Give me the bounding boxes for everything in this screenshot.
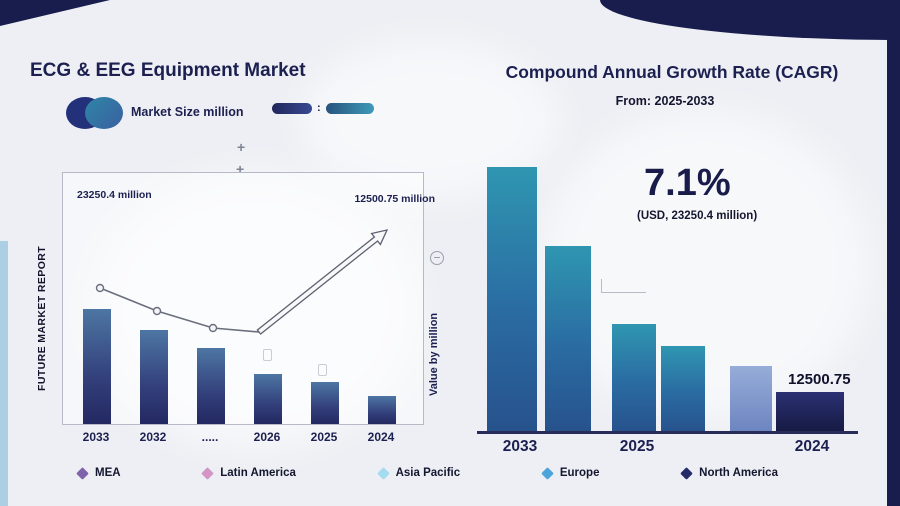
left-chart-x-label: 2025 [310, 430, 338, 444]
legend-pills: : [272, 103, 374, 114]
legend-pill-teal [325, 103, 374, 114]
legend-item-mea: MEA [76, 466, 121, 480]
left-chart-bar-2033 [83, 309, 111, 424]
corner-decoration-top-right [600, 0, 900, 40]
cagr-note: (USD, 23250.4 million) [637, 210, 758, 222]
market-size-icon [66, 97, 124, 129]
left-chart-bars [63, 173, 423, 424]
legend-diamond-icon [680, 466, 694, 480]
minus-circle-icon [430, 251, 444, 265]
cagr-value: 7.1% [644, 162, 731, 204]
value-callout: 12500.75 [788, 371, 851, 388]
left-chart-y-axis-label: FUTURE MARKET REPORT [36, 245, 48, 391]
plus-decoration: + [236, 161, 245, 177]
right-chart-bar-2024 [730, 366, 772, 432]
legend-diamond-icon [540, 466, 554, 480]
right-chart-x-label: 2025 [619, 438, 655, 455]
right-chart-bar-2025 [661, 346, 705, 432]
left-chart-bar-2032 [140, 330, 168, 424]
right-chart-bar-2033 [487, 167, 537, 432]
legend-label: Latin America [220, 467, 296, 479]
left-chart-x-label: 2032 [139, 430, 167, 444]
legend-item-north-america: North America [680, 466, 778, 480]
market-size-label: Market Size million [131, 105, 244, 119]
left-chart-x-label: 2024 [367, 430, 395, 444]
legend-item-europe: Europe [540, 466, 600, 480]
ghost-mark [263, 349, 272, 361]
market-size-icon-front [85, 97, 123, 129]
legend-diamond-icon [376, 466, 390, 480]
legend-item-asia-pacific: Asia Pacific [376, 466, 461, 480]
right-chart-bar-2025 [612, 324, 656, 432]
cagr-subtitle: From: 2025-2033 [615, 94, 715, 108]
legend-item-latin-america: Latin America [201, 466, 296, 480]
background-blob [540, 110, 870, 420]
legend-label: Europe [559, 467, 600, 479]
corner-decoration-top-left [0, 0, 110, 26]
legend-pill-dark [272, 103, 312, 114]
right-chart-x-label: 2033 [502, 438, 538, 455]
ghost-mark [318, 364, 327, 376]
left-chart-x-label: 2033 [82, 430, 110, 444]
right-edge-bar [887, 0, 900, 506]
legend-label: North America [699, 467, 778, 479]
legend-diamond-icon [76, 466, 89, 480]
bracket-decoration [601, 279, 646, 293]
left-chart-x-label: ..... [201, 430, 219, 444]
legend-pill-separator: : [317, 102, 321, 114]
region-legend: MEA Latin America Asia Pacific Europe North … [76, 463, 778, 483]
right-chart-y-axis-label: Value by million [428, 312, 440, 396]
right-chart-bar-2024 [776, 392, 844, 432]
left-chart-bar-2025 [311, 382, 339, 424]
left-chart-bar-2026 [254, 374, 282, 424]
right-chart-bar-2033 [545, 246, 591, 432]
plus-decoration: + [237, 139, 246, 155]
legend-diamond-icon [201, 466, 215, 480]
right-chart-baseline [477, 431, 858, 434]
legend-label: Asia Pacific [395, 467, 461, 479]
cagr-title: Compound Annual Growth Rate (CAGR) [505, 62, 839, 82]
left-chart-start-value: 23250.4 million [77, 189, 152, 201]
left-chart-bar-..... [197, 348, 225, 424]
left-chart-bar-2024 [368, 396, 396, 424]
right-chart-x-label: 2024 [794, 438, 830, 455]
left-chart-x-label: 2026 [253, 430, 281, 444]
left-chart: 23250.4 million 12500.75 million [62, 172, 435, 425]
left-chart-end-value: 12500.75 million [354, 193, 435, 205]
page-title: ECG & EEG Equipment Market [30, 60, 306, 81]
legend-label: MEA [95, 467, 121, 479]
left-edge-bar [0, 241, 8, 506]
